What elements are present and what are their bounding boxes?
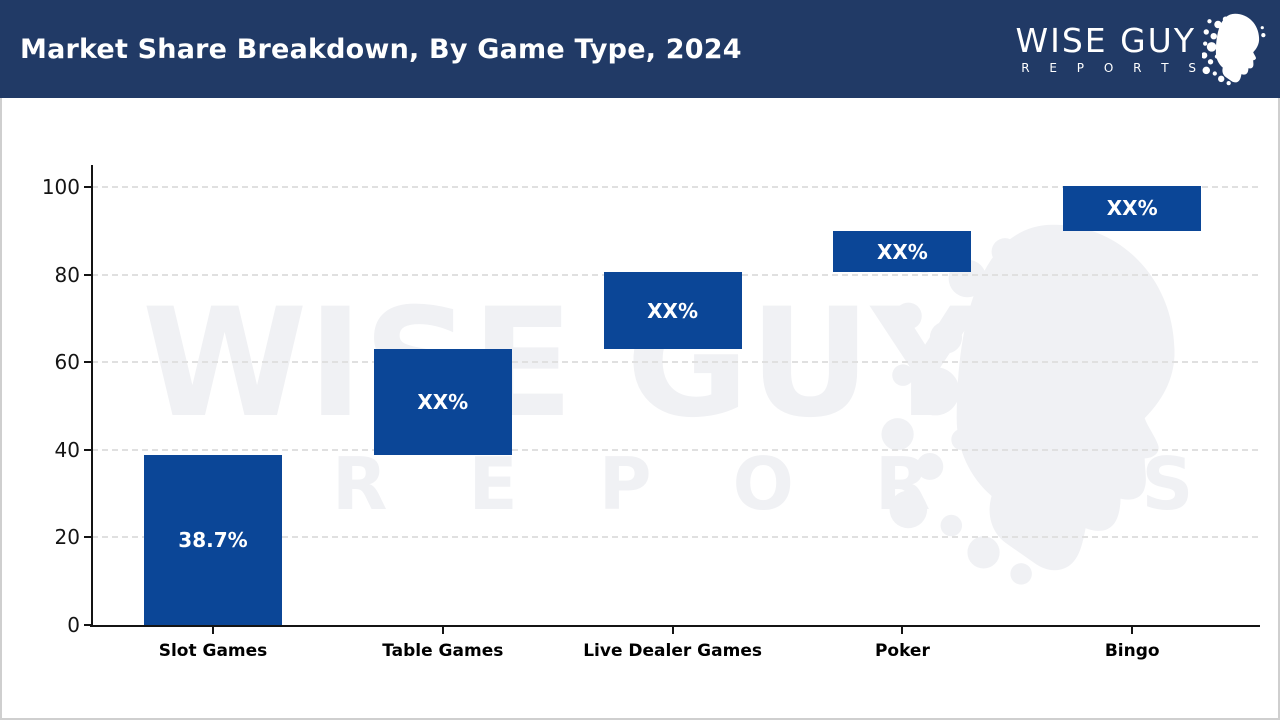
y-axis-tick-label: 100: [41, 175, 80, 199]
x-axis-category-label: Poker: [874, 641, 930, 661]
x-axis-category-label: Table Games: [382, 641, 504, 661]
bar-value-label: XX%: [647, 298, 699, 323]
waterfall-bar-slot-games: 38.7%: [144, 455, 282, 625]
waterfall-bar-bingo: XX%: [1063, 185, 1202, 231]
y-axis-tick-label: 80: [54, 262, 80, 287]
x-axis-tick: [1131, 627, 1134, 634]
y-axis-tick: [84, 624, 92, 626]
head-profile-icon: [1202, 13, 1266, 86]
y-axis-tick-label: 40: [54, 437, 80, 462]
gridline: [92, 448, 1258, 451]
x-axis-tick: [901, 627, 904, 634]
x-axis-line: [90, 625, 1260, 627]
y-axis-tick: [84, 273, 92, 276]
logo-text: WISE GUY R E P O R T S: [1015, 20, 1196, 75]
x-axis-category-label: Slot Games: [158, 641, 268, 661]
y-axis-tick: [84, 186, 92, 188]
bar-value-label: XX%: [876, 239, 928, 264]
y-axis-tick: [84, 536, 92, 539]
logo-subtitle: R E P O R T S: [1021, 60, 1204, 75]
header-band: Market Share Breakdown, By Game Type, 20…: [0, 0, 1280, 98]
waterfall-bar-poker: XX%: [833, 230, 972, 273]
y-axis-tick: [84, 361, 92, 364]
chart-canvas: WISE GUY R E P O R T S 0 20 40 60 80 100 38.7%…: [0, 98, 1280, 720]
bar-value-label: XX%: [417, 390, 469, 415]
waterfall-bar-table-games: XX%: [373, 349, 512, 456]
y-axis-tick: [84, 448, 92, 451]
logo-wordmark: WISE GUY: [1015, 20, 1196, 60]
bar-value-label: 38.7%: [178, 528, 248, 553]
wise-guy-logo: WISE GUY R E P O R T S: [1015, 9, 1266, 89]
waterfall-bar-live-dealer-games: XX%: [603, 272, 742, 350]
x-axis-tick: [212, 627, 214, 634]
gridline: [92, 361, 1258, 364]
gridline: [92, 186, 1258, 188]
gridline: [92, 536, 1258, 539]
x-axis-tick: [671, 627, 674, 634]
y-axis-tick-label: 0: [67, 613, 80, 637]
page-title: Market Share Breakdown, By Game Type, 20…: [20, 33, 742, 65]
x-axis-category-label: Bingo: [1104, 641, 1160, 661]
y-axis-tick-label: 60: [54, 350, 80, 375]
y-axis-tick-label: 20: [54, 525, 80, 550]
x-axis-tick: [441, 627, 444, 634]
bar-value-label: XX%: [1106, 196, 1158, 221]
y-axis-line: [91, 165, 93, 627]
waterfall-plot: 0 20 40 60 80 100 38.7% Slot Games XX% Table Game…: [2, 98, 1280, 718]
x-axis-category-label: Live Dealer Games: [583, 641, 762, 661]
